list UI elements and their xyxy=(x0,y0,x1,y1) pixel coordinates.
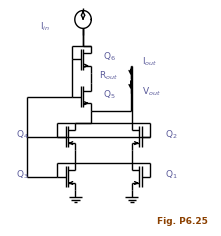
Text: Fig. P6.25: Fig. P6.25 xyxy=(157,217,208,226)
Text: Q$_4$: Q$_4$ xyxy=(16,128,29,141)
Text: I$_{out}$: I$_{out}$ xyxy=(141,55,157,68)
Text: Q$_2$: Q$_2$ xyxy=(165,128,178,141)
Text: Q$_3$: Q$_3$ xyxy=(16,168,29,181)
Text: Q$_5$: Q$_5$ xyxy=(103,88,115,101)
Text: V$_{out}$: V$_{out}$ xyxy=(141,86,160,98)
Text: Q$_1$: Q$_1$ xyxy=(165,168,178,181)
Text: I$_{in}$: I$_{in}$ xyxy=(40,20,51,33)
Text: Q$_6$: Q$_6$ xyxy=(103,51,115,63)
Text: R$_{out}$: R$_{out}$ xyxy=(99,70,118,82)
